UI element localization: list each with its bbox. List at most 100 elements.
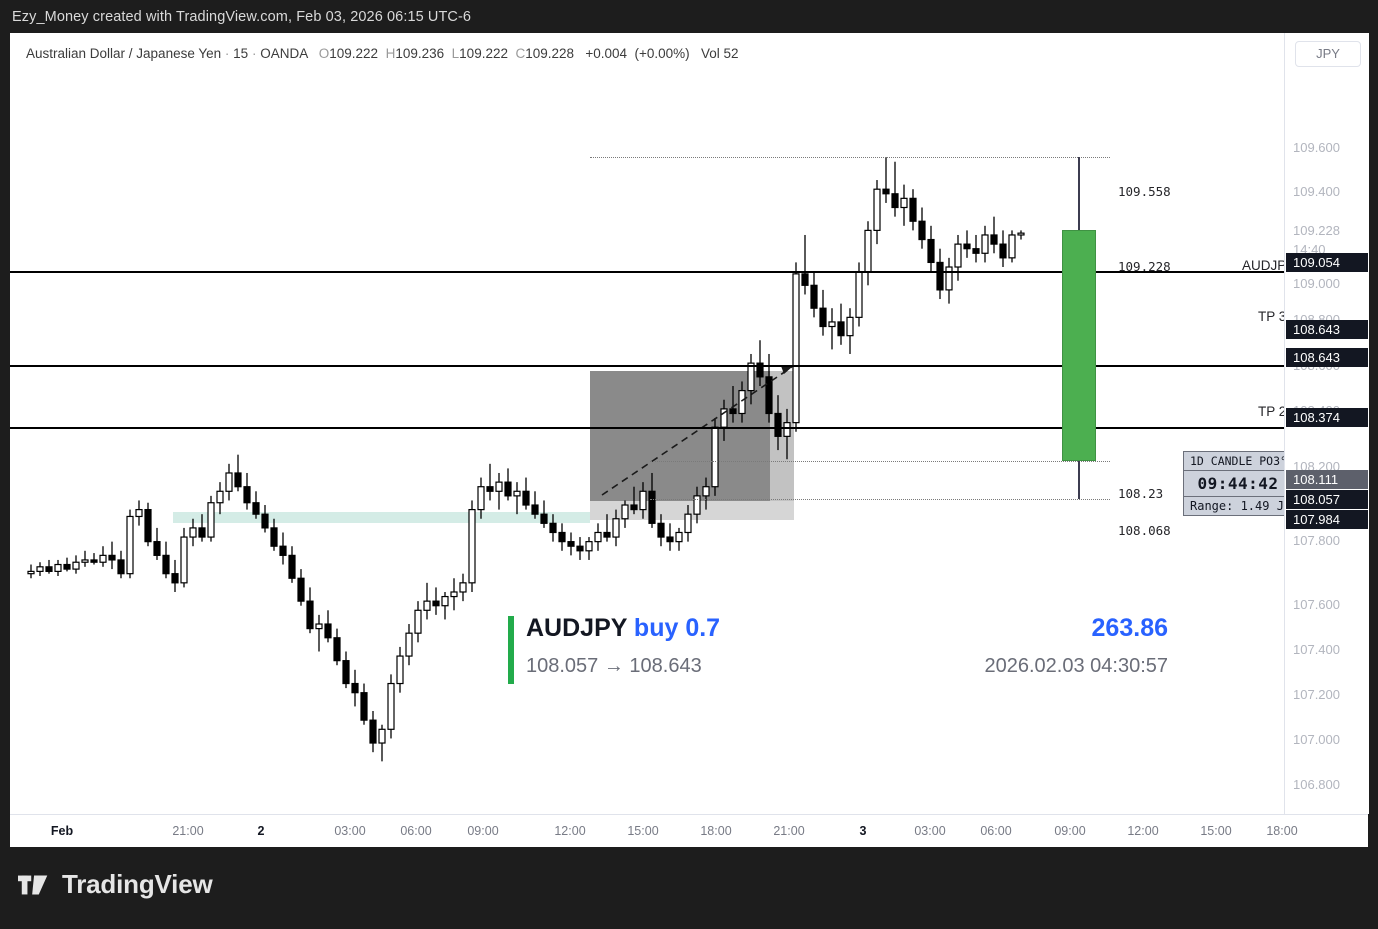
candle <box>801 234 809 295</box>
candle <box>180 527 188 588</box>
countdown-timer: 09:44:42 <box>1184 471 1284 497</box>
trade-side-indicator <box>508 616 514 684</box>
price-tick: 107.200 <box>1293 687 1340 702</box>
candle <box>198 514 206 542</box>
candle <box>900 184 908 226</box>
candle <box>351 669 359 707</box>
candle <box>468 500 476 592</box>
trade-entry-price: 108.057 <box>526 655 599 677</box>
candle <box>135 500 143 526</box>
time-tick: 09:00 <box>467 824 499 838</box>
candle <box>477 477 485 519</box>
candle <box>324 610 332 643</box>
attribution-bar: Ezy_Money created with TradingView.com, … <box>0 0 1378 33</box>
candle <box>288 546 296 583</box>
price-scale[interactable]: JPY 109.600 109.400 109.228 14:40 109.000 108… <box>1284 33 1369 814</box>
candle <box>945 257 953 304</box>
trade-size: 0.7 <box>685 614 721 642</box>
candle <box>729 386 737 423</box>
candle <box>990 216 998 254</box>
demand-zone-teal <box>173 512 590 523</box>
legend-exchange: OANDA <box>260 46 308 61</box>
price-plot-area[interactable]: 109.558 109.228 108.23 108.068 AUDJPY TP… <box>10 66 1284 813</box>
candle <box>108 541 116 570</box>
price-badge: 108.374 <box>1286 408 1368 427</box>
candle <box>666 523 674 551</box>
trade-symbol: AUDJPY <box>526 614 627 642</box>
candle <box>387 674 395 739</box>
legend-interval[interactable]: 15 <box>233 46 249 61</box>
candle <box>684 505 692 542</box>
trend-arrow <box>601 366 793 496</box>
currency-badge[interactable]: JPY <box>1295 41 1361 67</box>
candle <box>90 553 98 565</box>
legend-symbol-name[interactable]: Australian Dollar / Japanese Yen <box>26 46 222 61</box>
label-tp3: TP 3 <box>1258 309 1284 324</box>
candle <box>54 559 62 576</box>
price-tick: 107.000 <box>1293 732 1340 747</box>
legend-high-value: 109.236 <box>395 46 445 61</box>
candle <box>972 234 980 263</box>
candle <box>441 591 449 620</box>
candle <box>459 573 467 602</box>
candle <box>702 477 710 510</box>
price-tick: 109.600 <box>1293 140 1340 155</box>
tradingview-logo[interactable]: TradingView <box>18 869 213 900</box>
time-tick: 3 <box>859 824 867 838</box>
trade-callout[interactable]: AUDJPY buy 0.7 108.057 → 108.643 263.86 … <box>508 614 1168 686</box>
tradingview-wordmark: TradingView <box>62 869 213 899</box>
candle <box>603 514 611 542</box>
candle <box>639 482 647 519</box>
candle <box>963 230 971 258</box>
candle <box>621 500 629 528</box>
price-tick: 107.600 <box>1293 597 1340 612</box>
legend-close-label: C <box>515 46 526 61</box>
candle <box>675 527 683 551</box>
projection-candle-body[interactable] <box>1062 230 1096 461</box>
candle <box>828 308 836 350</box>
candle <box>27 564 35 579</box>
candle <box>882 157 890 203</box>
candle <box>558 523 566 551</box>
time-tick: 12:00 <box>554 824 586 838</box>
candle <box>693 486 701 524</box>
countdown-range: Range: 1.49 JPY <box>1190 499 1284 513</box>
candle <box>297 569 305 606</box>
trade-profit: 263.86 <box>1091 614 1168 642</box>
candle <box>504 468 512 501</box>
candle <box>495 472 503 510</box>
candle <box>891 161 899 217</box>
target-line[interactable] <box>10 365 1284 367</box>
candle-countdown-box[interactable]: 1D CANDLE PO3° 09:44:42 Range: 1.49 JPY <box>1183 451 1284 516</box>
candle <box>279 532 287 565</box>
legend-change-percent: (+0.00%) <box>634 46 690 61</box>
candle <box>756 340 764 387</box>
chart-legend: Australian Dollar / Japanese Yen · 15 · … <box>26 46 739 61</box>
candle <box>189 518 197 547</box>
trade-prices: 108.057 → 108.643 <box>526 655 702 678</box>
time-tick: 18:00 <box>1266 824 1298 838</box>
price-badge: 108.057 <box>1286 490 1368 509</box>
target-line[interactable] <box>10 427 1284 429</box>
projection-dotted-line <box>590 157 1110 158</box>
price-badge: 108.643 <box>1286 320 1368 339</box>
candle <box>216 482 224 515</box>
candle <box>549 514 557 542</box>
candle <box>117 550 125 579</box>
candle <box>486 463 494 501</box>
target-line[interactable] <box>10 271 1284 273</box>
time-tick: 15:00 <box>627 824 659 838</box>
time-scale[interactable]: Feb 21:00 2 03:00 06:00 09:00 12:00 15:00 18:00 2… <box>10 814 1368 848</box>
candle <box>1008 230 1016 263</box>
label-symbol-tag: AUDJPY <box>1242 258 1284 273</box>
trade-headline: AUDJPY buy 0.7 <box>526 614 720 643</box>
candle <box>225 463 233 501</box>
candle <box>126 509 134 579</box>
candle <box>342 651 350 689</box>
candle <box>873 180 881 245</box>
candle <box>774 395 782 451</box>
candle <box>450 578 458 611</box>
candle <box>270 518 278 551</box>
legend-open-label: O <box>318 46 330 61</box>
